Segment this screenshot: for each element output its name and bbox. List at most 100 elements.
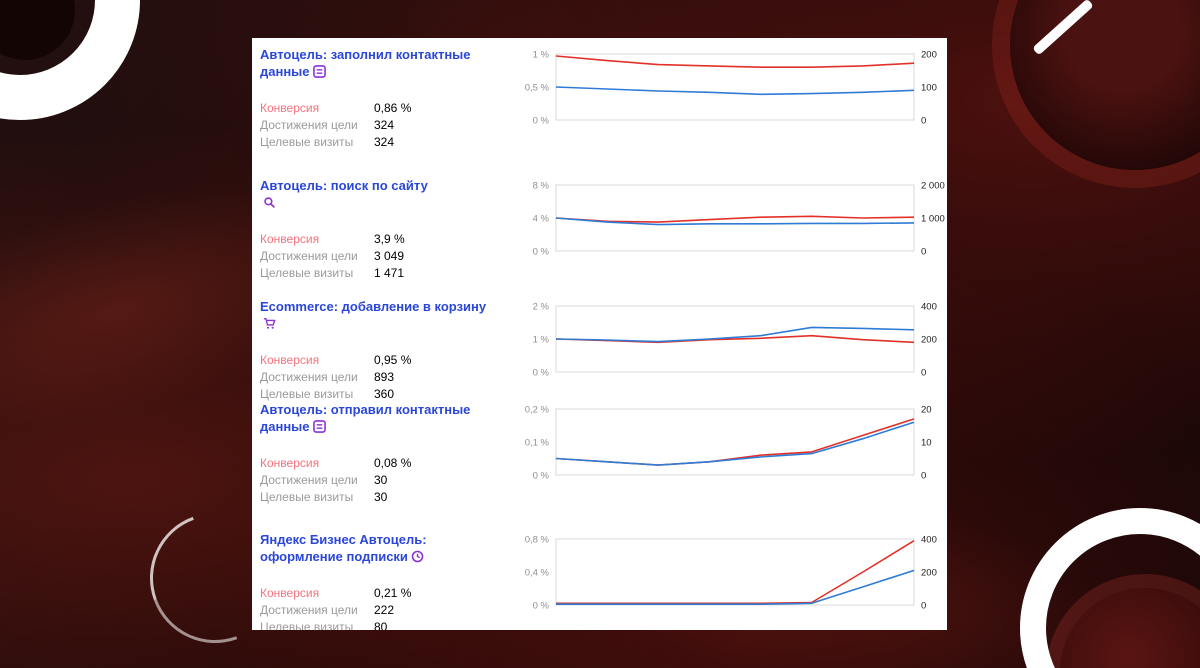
svg-text:8 %: 8 % — [533, 181, 550, 192]
goal-info: Яндекс Бизнес Автоцель: оформление подпи… — [260, 531, 492, 630]
visits-value: 80 — [374, 620, 388, 630]
line-chart: 8 % 4 % 0 % 2 000 1 000 0 — [533, 181, 945, 258]
cart-icon — [263, 317, 276, 330]
goal-info: Автоцель: заполнил контактные данные Кон… — [260, 46, 492, 151]
decorative-dark-circle — [0, 0, 75, 60]
line-chart: 0,2 % 0,1 % 0 % 20 10 0 — [525, 405, 932, 482]
goal-trend-chart: 2 % 1 % 0 % 400 200 0 — [508, 296, 947, 388]
goal-title-link[interactable]: Автоцель: заполнил контактные данные — [260, 46, 492, 80]
goal-row: Автоцель: поиск по сайту Конверсия 3,9 % … — [260, 177, 945, 298]
svg-text:200: 200 — [921, 335, 937, 346]
achievements-label: Достижения цели — [260, 603, 358, 617]
svg-text:0: 0 — [921, 247, 926, 258]
line-chart: 1 % 0,5 % 0 % 200 100 0 — [525, 50, 937, 127]
conversion-label: Конверсия — [260, 232, 320, 246]
svg-text:0,4 %: 0,4 % — [525, 568, 550, 579]
goal-title-text: Автоцель: заполнил контактные данные — [260, 47, 471, 79]
achievements-value: 3 049 — [374, 249, 405, 263]
stat-visits: Целевые визиты 324 — [260, 134, 492, 151]
goal-trend-chart: 1 % 0,5 % 0 % 200 100 0 — [508, 44, 947, 136]
svg-text:200: 200 — [921, 568, 937, 579]
achievements-value: 893 — [374, 370, 395, 384]
goal-row: Ecommerce: добавление в корзину Конверси… — [260, 298, 939, 401]
conversion-value: 3,9 % — [374, 232, 405, 246]
svg-text:10: 10 — [921, 438, 932, 449]
achievements-label: Достижения цели — [260, 370, 358, 384]
decorative-red-circle — [1010, 0, 1200, 170]
svg-text:100: 100 — [921, 83, 937, 94]
goal-row: Автоцель: заполнил контактные данные Кон… — [260, 46, 939, 177]
goal-title-text: Автоцель: поиск по сайту — [260, 178, 428, 193]
visits-label: Целевые визиты — [260, 490, 354, 504]
svg-text:0,8 %: 0,8 % — [525, 535, 550, 546]
stat-visits: Целевые визиты 360 — [260, 386, 492, 403]
svg-text:0 %: 0 % — [533, 471, 550, 482]
goal-title-text: Ecommerce: добавление в корзину — [260, 299, 487, 314]
conversion-label: Конверсия — [260, 586, 320, 600]
visits-value: 1 471 — [374, 266, 405, 280]
goal-trend-chart: 0,2 % 0,1 % 0 % 20 10 0 — [508, 399, 947, 491]
achievements-label: Достижения цели — [260, 249, 358, 263]
clock-icon — [411, 550, 424, 563]
stat-visits: Целевые визиты 80 — [260, 619, 492, 630]
achievements-value: 324 — [374, 118, 395, 132]
svg-text:1 000: 1 000 — [921, 214, 945, 225]
goal-title-link[interactable]: Автоцель: отправил контактные данные — [260, 401, 492, 435]
svg-text:0: 0 — [921, 471, 926, 482]
svg-text:400: 400 — [921, 302, 937, 313]
conversion-label: Конверсия — [260, 456, 320, 470]
goal-title-text: Автоцель: отправил контактные данные — [260, 402, 471, 434]
stat-visits: Целевые визиты 1 471 — [260, 265, 492, 282]
goal-row: Автоцель: отправил контактные данные Кон… — [260, 401, 939, 531]
line-chart: 2 % 1 % 0 % 400 200 0 — [533, 302, 937, 379]
goals-widget: Автоцель: заполнил контактные данные Кон… — [252, 38, 947, 630]
svg-text:4 %: 4 % — [533, 214, 550, 225]
svg-text:0 %: 0 % — [533, 368, 550, 379]
conversion-value: 0,08 % — [374, 456, 412, 470]
stat-visits: Целевые визиты 30 — [260, 489, 492, 506]
conversion-value: 0,86 % — [374, 101, 412, 115]
visits-value: 30 — [374, 490, 388, 504]
svg-text:0 %: 0 % — [533, 601, 550, 612]
achievements-label: Достижения цели — [260, 473, 358, 487]
svg-text:2 %: 2 % — [533, 302, 550, 313]
stat-achievements: Достижения цели 222 — [260, 602, 492, 619]
visits-label: Целевые визиты — [260, 135, 354, 149]
visits-label: Целевые визиты — [260, 266, 354, 280]
search-icon — [263, 196, 276, 209]
goal-stats: Конверсия 0,08 % Достижения цели 30 Целевы… — [260, 455, 492, 506]
goal-stats: Конверсия 0,95 % Достижения цели 893 Целев… — [260, 352, 492, 403]
goal-title-link[interactable]: Яндекс Бизнес Автоцель: оформление подпи… — [260, 531, 492, 565]
goal-title-text: Яндекс Бизнес Автоцель: оформление подпи… — [260, 532, 427, 564]
stat-conversion: Конверсия 0,86 % — [260, 100, 492, 117]
svg-text:0: 0 — [921, 116, 926, 127]
svg-text:400: 400 — [921, 535, 937, 546]
form-icon — [312, 420, 326, 433]
goal-title-link[interactable]: Ecommerce: добавление в корзину — [260, 298, 492, 332]
conversion-value: 0,95 % — [374, 353, 412, 367]
stat-conversion: Конверсия 0,21 % — [260, 585, 492, 602]
svg-text:0: 0 — [921, 368, 926, 379]
visits-label: Целевые визиты — [260, 387, 354, 401]
conversion-label: Конверсия — [260, 353, 320, 367]
conversion-value: 0,21 % — [374, 586, 412, 600]
svg-text:0: 0 — [921, 601, 926, 612]
goal-trend-chart: 8 % 4 % 0 % 2 000 1 000 0 — [508, 175, 947, 267]
line-chart: 0,8 % 0,4 % 0 % 400 200 0 — [525, 535, 937, 612]
decorative-white-arc — [0, 0, 140, 120]
stat-conversion: Конверсия 0,08 % — [260, 455, 492, 472]
stat-achievements: Достижения цели 30 — [260, 472, 492, 489]
visits-value: 360 — [374, 387, 395, 401]
svg-text:0,1 %: 0,1 % — [525, 438, 550, 449]
svg-text:0 %: 0 % — [533, 247, 550, 258]
svg-text:20: 20 — [921, 405, 932, 416]
achievements-label: Достижения цели — [260, 118, 358, 132]
stat-achievements: Достижения цели 324 — [260, 117, 492, 134]
visits-label: Целевые визиты — [260, 620, 354, 630]
decorative-white-slash — [1032, 0, 1094, 56]
goal-title-link[interactable]: Автоцель: поиск по сайту — [260, 177, 492, 211]
stat-conversion: Конверсия 0,95 % — [260, 352, 492, 369]
goal-stats: Конверсия 0,86 % Достижения цели 324 Целев… — [260, 100, 492, 151]
goal-info: Автоцель: поиск по сайту Конверсия 3,9 % … — [260, 177, 492, 282]
